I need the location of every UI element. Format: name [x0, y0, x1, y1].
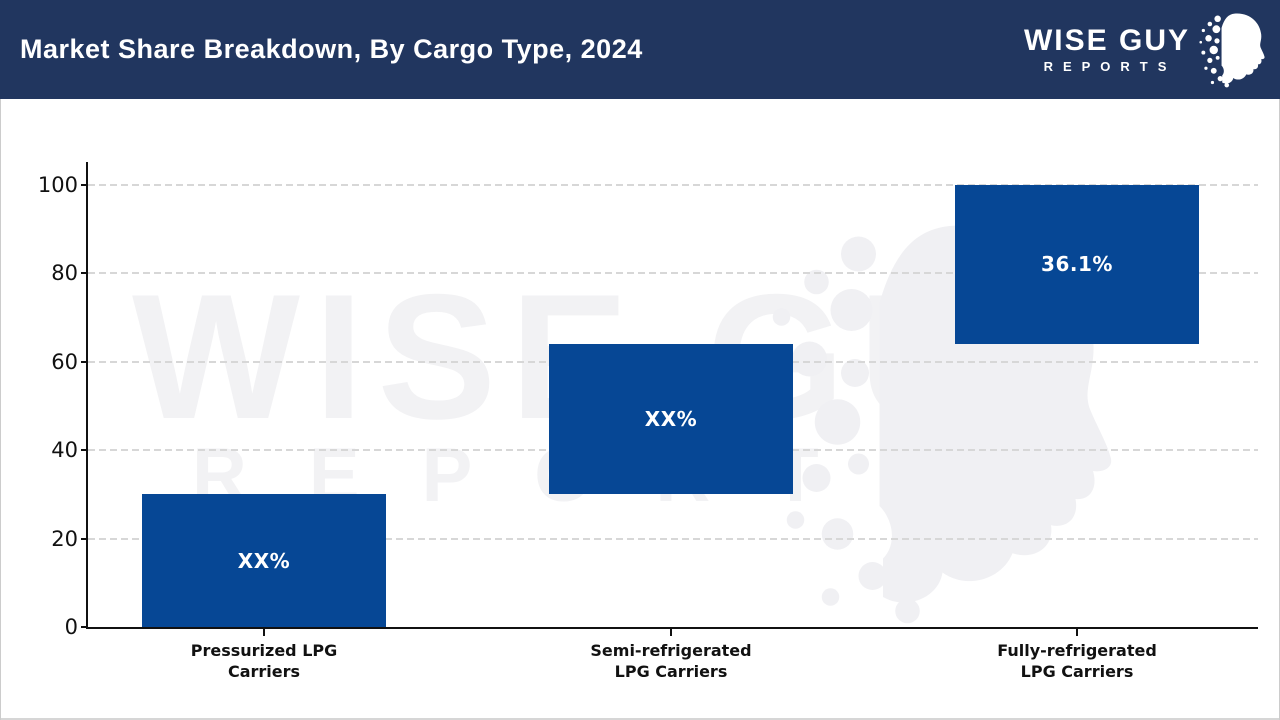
bar-value-label-1: XX% — [237, 548, 291, 573]
y-tick-label-60: 60 — [51, 349, 78, 374]
y-tick-0 — [81, 626, 88, 628]
wiseguy-face-icon — [1199, 12, 1265, 87]
bar-value-label-3: 36.1% — [1041, 252, 1113, 277]
bar-value-label-2: XX% — [644, 407, 698, 432]
wiseguy-logo-text: WISE GUY REPORTS — [1023, 23, 1190, 74]
y-tick-label-100: 100 — [37, 172, 78, 197]
x-tick-3 — [1076, 629, 1078, 636]
y-tick-40 — [81, 449, 88, 451]
grid-line-80 — [88, 272, 1258, 274]
y-tick-label-80: 80 — [51, 261, 78, 285]
bar-segment-3: 36.1% — [955, 184, 1199, 345]
grid-line-20 — [88, 537, 1258, 540]
category-label-3: Fully-refrigerated LPG Carriers — [907, 640, 1247, 682]
y-tick-20 — [81, 537, 88, 540]
y-tick-80 — [81, 272, 88, 274]
category-label-line: Carriers — [227, 662, 301, 681]
logo-wordmark: WISE GUY — [1023, 23, 1190, 57]
page-title: Market Share Breakdown, By Cargo Type, 2… — [20, 34, 643, 64]
category-label-line: LPG Carriers — [614, 662, 728, 681]
logo-subtitle: REPORTS — [1043, 58, 1177, 74]
y-tick-100 — [81, 183, 88, 186]
category-label-1: Pressurized LPG Carriers — [94, 640, 434, 682]
bar-segment-1: XX% — [142, 494, 386, 627]
y-tick-label-0: 0 — [64, 615, 78, 639]
x-tick-1 — [263, 629, 265, 636]
bar-segment-2: XX% — [549, 344, 793, 495]
wiseguy-logo: WISE GUY REPORTS — [1024, 11, 1266, 89]
category-label-line: Semi-refrigerated — [590, 641, 752, 660]
y-tick-label-20: 20 — [51, 526, 78, 551]
grid-line-100 — [88, 183, 1258, 186]
category-label-line: LPG Carriers — [1020, 662, 1134, 681]
category-label-line: Fully-refrigerated — [997, 641, 1157, 660]
x-axis — [86, 627, 1258, 629]
category-label-2: Semi-refrigerated LPG Carriers — [501, 640, 841, 682]
report-header: Market Share Breakdown, By Cargo Type, 2… — [0, 0, 1280, 99]
category-label-line: Pressurized LPG — [190, 641, 338, 660]
y-tick-60 — [81, 360, 88, 363]
y-tick-label-40: 40 — [51, 438, 78, 462]
y-axis — [86, 162, 88, 629]
x-tick-2 — [670, 629, 672, 636]
